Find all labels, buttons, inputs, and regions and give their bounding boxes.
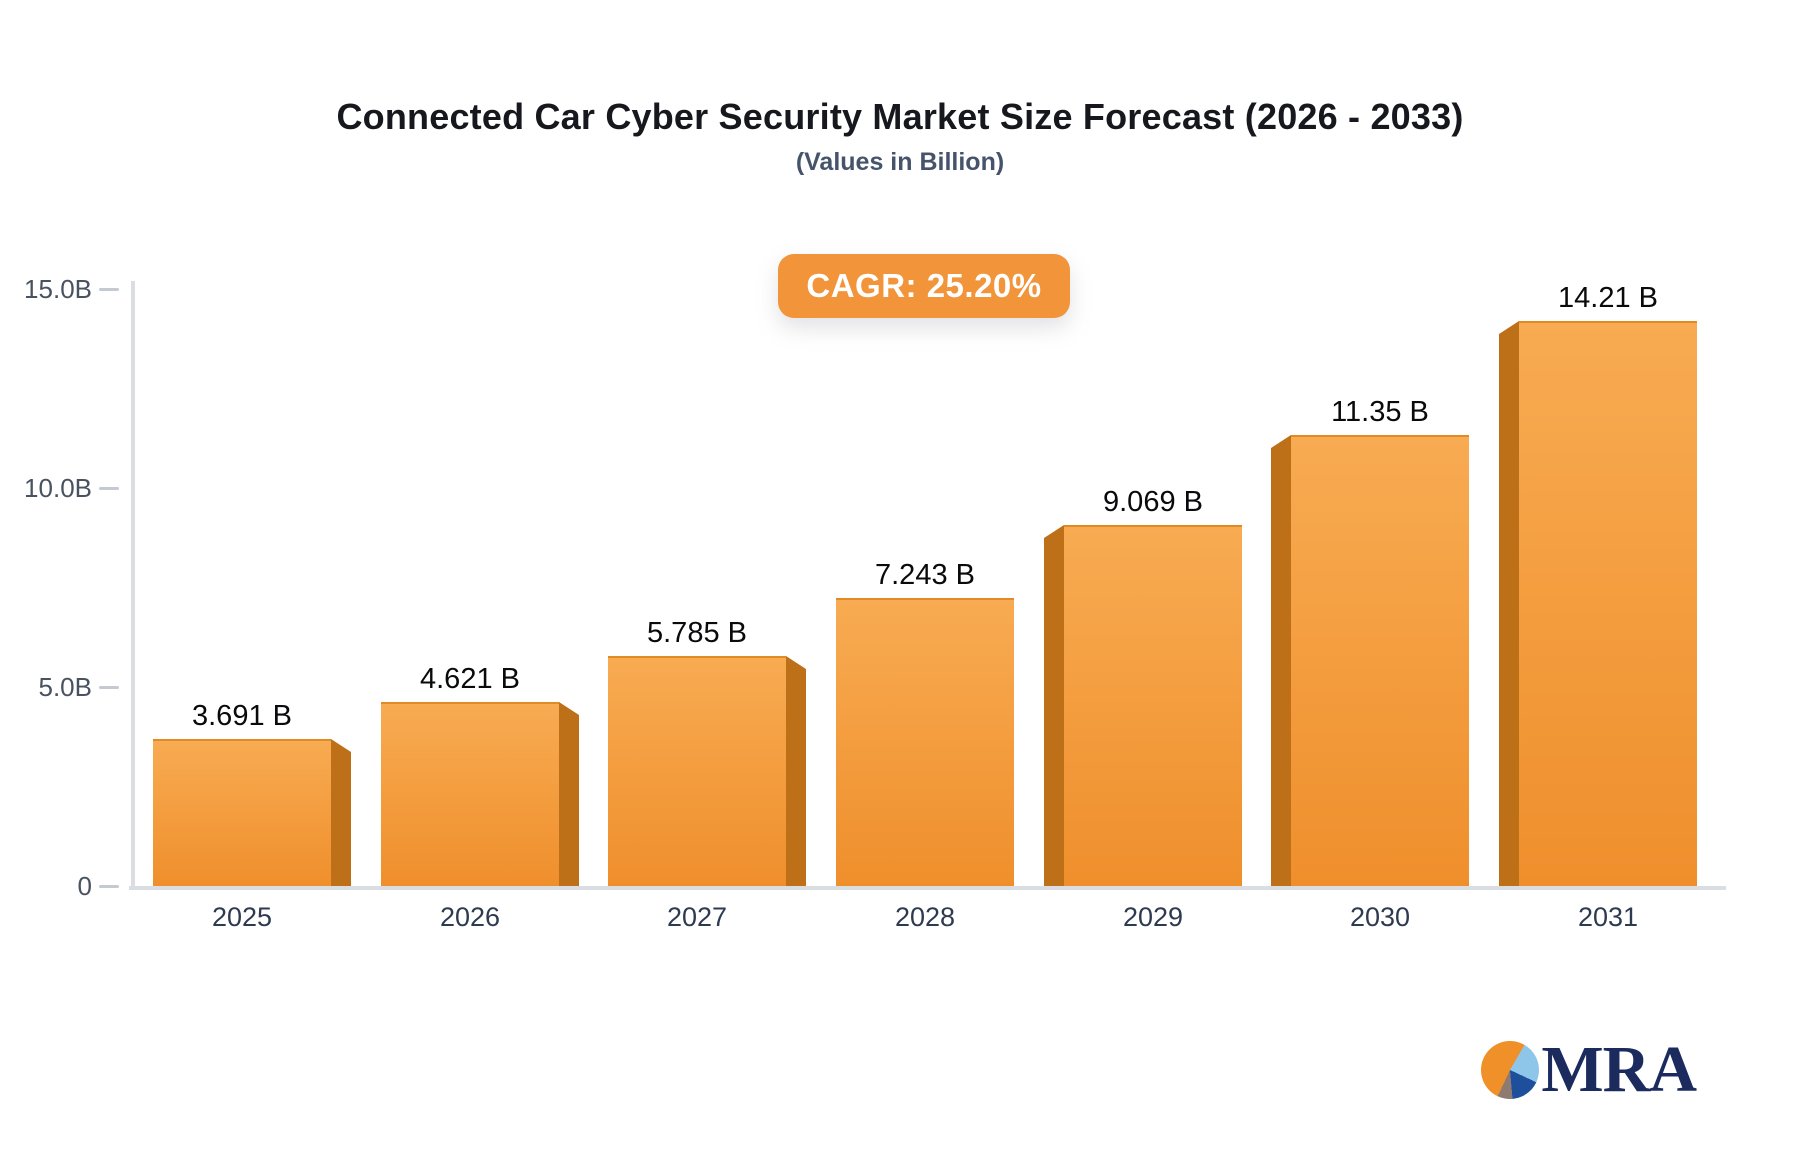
bar-face [836, 598, 1014, 886]
chart-subtitle: (Values in Billion) [795, 148, 1005, 176]
bar-face [1291, 435, 1469, 886]
y-axis-line [131, 281, 135, 886]
cagr-badge: CAGR: 25.20% [778, 254, 1070, 318]
bar-3d-side [786, 656, 806, 886]
chart-title: Connected Car Cyber Security Market Size… [336, 96, 1464, 137]
cagr-badge-label: CAGR: 25.20% [806, 267, 1042, 304]
bar-3d-side [559, 702, 579, 886]
y-tick-label: 5.0B [38, 672, 93, 702]
x-axis-label: 2027 [666, 902, 728, 932]
bar [1499, 321, 1697, 886]
bar-value-label: 4.621 B [420, 663, 520, 695]
bar-value-label: 9.069 B [1103, 486, 1203, 518]
x-axis-label: 2026 [439, 902, 501, 932]
bar-3d-side [331, 739, 351, 886]
bar-3d-side [1499, 321, 1519, 886]
y-tick-mark [99, 885, 119, 888]
y-tick-label: 10.0B [24, 473, 92, 503]
bar-value-label: 14.21 B [1558, 282, 1658, 314]
bar [1271, 435, 1469, 886]
bar [1044, 525, 1242, 886]
bar-3d-side [1271, 435, 1291, 886]
pie-chart-icon [1481, 1041, 1540, 1099]
y-tick-mark [99, 487, 119, 490]
x-axis-label: 2025 [211, 902, 273, 932]
bar-value-label: 11.35 B [1331, 396, 1429, 428]
x-axis-label: 2030 [1349, 902, 1411, 932]
logo-text: MRA [1541, 1033, 1697, 1106]
bar [153, 739, 351, 886]
bar-value-label: 5.785 B [647, 617, 747, 649]
y-tick-mark [99, 288, 119, 291]
x-axis-line [129, 886, 1726, 890]
bar-face [1064, 525, 1242, 886]
x-axis-label: 2028 [894, 902, 956, 932]
bar [381, 702, 579, 886]
brand-logo: MRA [1481, 1033, 1697, 1106]
bar-face [153, 739, 331, 886]
bar [836, 598, 1014, 886]
bar [608, 656, 806, 886]
y-tick-label: 0 [77, 871, 92, 901]
x-axis-label: 2031 [1577, 902, 1639, 932]
bar-face [608, 656, 786, 886]
y-tick-label: 15.0B [24, 274, 92, 304]
bar-value-label: 3.691 B [192, 700, 292, 732]
bar-face [1519, 321, 1697, 886]
bar-face [381, 702, 559, 886]
y-tick-mark [99, 686, 119, 689]
x-axis-label: 2029 [1122, 902, 1184, 932]
bar-3d-side [1044, 525, 1064, 886]
bar-value-label: 7.243 B [875, 559, 975, 591]
